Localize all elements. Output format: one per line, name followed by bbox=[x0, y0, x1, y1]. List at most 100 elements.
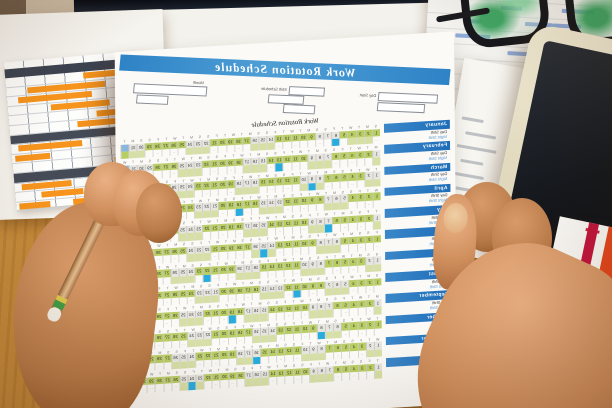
calendar-cell: ·· bbox=[331, 159, 340, 168]
calendar-cell bbox=[178, 275, 187, 284]
calendar-cell bbox=[258, 185, 267, 194]
calendar-cell bbox=[308, 353, 318, 362]
calendar-cell bbox=[128, 150, 137, 159]
calendar-cell: ·· bbox=[211, 359, 220, 368]
calendar-cell bbox=[259, 313, 269, 322]
calendar-cell bbox=[283, 248, 292, 256]
right-thumb-nail bbox=[442, 202, 469, 234]
calendar-cell bbox=[235, 293, 244, 302]
calendar-cell: ·· bbox=[218, 209, 227, 218]
calendar-cell: ·· bbox=[357, 328, 366, 337]
calendar-cell: ·· bbox=[356, 222, 365, 231]
calendar-cell bbox=[260, 377, 269, 386]
calendar-cell: ·· bbox=[274, 141, 283, 150]
calendar-cell bbox=[242, 143, 251, 152]
calendar-cell bbox=[292, 332, 301, 341]
calendar-cell bbox=[250, 207, 260, 216]
faint-text-line bbox=[465, 131, 497, 140]
calendar-cell bbox=[373, 327, 382, 336]
calendar-cell bbox=[210, 188, 219, 197]
calendar-cell bbox=[364, 243, 373, 252]
calendar-cell: ·· bbox=[162, 319, 171, 328]
calendar-cell bbox=[162, 255, 171, 264]
calendar-cell: ·· bbox=[209, 145, 218, 154]
calendar-cell bbox=[243, 271, 252, 280]
calendar-cell: ·· bbox=[341, 308, 350, 317]
calendar-cell bbox=[193, 146, 202, 155]
calendar-cell: ·· bbox=[365, 307, 374, 316]
calendar-cell bbox=[307, 161, 316, 170]
calendar-cell bbox=[202, 274, 211, 283]
calendar-cell: ·· bbox=[349, 372, 358, 380]
calendar-cell bbox=[275, 184, 284, 193]
calendar-cell bbox=[163, 383, 172, 392]
calendar-cell: ·· bbox=[169, 169, 178, 178]
calendar-cell bbox=[251, 292, 260, 301]
calendar-cell bbox=[242, 165, 251, 174]
calendar-cell: ·· bbox=[300, 332, 309, 341]
calendar-cell: ·· bbox=[154, 341, 163, 350]
calendar-cell bbox=[227, 336, 236, 345]
calendar-cell bbox=[275, 205, 284, 214]
calendar-cell bbox=[170, 297, 179, 306]
form-field bbox=[135, 94, 169, 105]
calendar-cell: ·· bbox=[211, 380, 220, 389]
calendar-cell bbox=[162, 276, 171, 285]
calendar-cell bbox=[211, 316, 220, 325]
calendar-cell bbox=[187, 339, 196, 348]
calendar-cell: ·· bbox=[267, 270, 276, 279]
calendar-cell bbox=[292, 290, 301, 299]
calendar-cell bbox=[356, 264, 366, 273]
calendar-cell bbox=[250, 164, 259, 173]
calendar-cell bbox=[211, 337, 220, 346]
calendar-cell bbox=[170, 340, 180, 349]
gantt-bar bbox=[19, 200, 51, 210]
calendar-cell bbox=[179, 382, 188, 391]
calendar-cell bbox=[276, 376, 285, 385]
calendar-cell: ·· bbox=[283, 184, 292, 193]
calendar-cell bbox=[210, 231, 219, 240]
calendar-cell: ·· bbox=[210, 252, 219, 261]
calendar-cell bbox=[186, 232, 195, 241]
calendar-cell bbox=[235, 357, 245, 366]
calendar-cell: ·· bbox=[162, 298, 171, 307]
faint-text-line bbox=[456, 143, 497, 154]
calendar-cell bbox=[316, 288, 325, 297]
calendar-cell bbox=[284, 354, 293, 363]
calendar-cell bbox=[219, 294, 228, 303]
calendar-cell bbox=[242, 229, 252, 238]
calendar-cell bbox=[178, 297, 187, 306]
calendar-cell bbox=[291, 183, 300, 192]
calendar-cell bbox=[373, 306, 382, 315]
calendar-cell: ·· bbox=[340, 223, 349, 232]
calendar-cell bbox=[258, 142, 267, 151]
calendar-cell bbox=[194, 210, 203, 219]
calendar-cell: ·· bbox=[210, 273, 220, 282]
calendar-cell bbox=[348, 201, 357, 210]
calendar-cell bbox=[364, 264, 374, 273]
calendar-cell bbox=[373, 263, 382, 272]
schedule-header: Work Rotation Schedule Day Start Shift S… bbox=[111, 34, 456, 125]
calendar-cell: ·· bbox=[315, 139, 324, 148]
calendar-cell bbox=[341, 351, 350, 360]
calendar-cell bbox=[339, 159, 348, 168]
calendar-cell: ·· bbox=[186, 296, 195, 305]
calendar-cell bbox=[268, 355, 277, 364]
calendar-cell bbox=[242, 186, 251, 195]
calendar-cell: ·· bbox=[209, 167, 219, 176]
calendar-cell bbox=[235, 272, 244, 281]
calendar-cell bbox=[179, 361, 188, 370]
calendar-cell bbox=[218, 273, 228, 282]
calendar-cell bbox=[324, 266, 333, 275]
calendar-cell bbox=[276, 312, 285, 321]
calendar-cell bbox=[282, 141, 291, 150]
calendar-cell: ·· bbox=[227, 294, 236, 303]
calendar-cell bbox=[194, 253, 203, 262]
calendar-cell bbox=[307, 203, 316, 212]
calendar-cell bbox=[323, 138, 332, 147]
calendar-cell bbox=[316, 267, 325, 276]
form-label-left: Day Start bbox=[359, 92, 377, 98]
calendar-cell bbox=[341, 372, 350, 381]
calendar-cell bbox=[331, 181, 340, 190]
